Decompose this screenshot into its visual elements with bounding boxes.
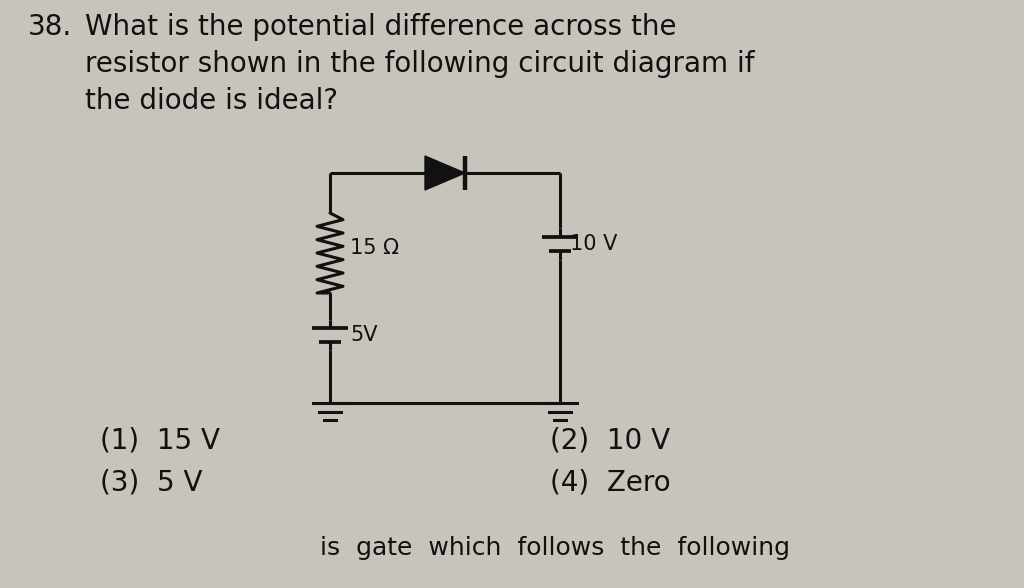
Text: 10 V: 10 V — [570, 234, 617, 254]
Text: 38.: 38. — [28, 13, 73, 41]
Text: (2)  10 V: (2) 10 V — [550, 426, 670, 454]
Text: What is the potential difference across the: What is the potential difference across … — [85, 13, 677, 41]
Text: 15 Ω: 15 Ω — [350, 238, 399, 258]
Text: the diode is ideal?: the diode is ideal? — [85, 87, 338, 115]
Text: (3)  5 V: (3) 5 V — [100, 468, 203, 496]
Text: is  gate  which  follows  the  following: is gate which follows the following — [319, 536, 790, 560]
Text: resistor shown in the following circuit diagram if: resistor shown in the following circuit … — [85, 50, 755, 78]
Text: (1)  15 V: (1) 15 V — [100, 426, 220, 454]
Polygon shape — [425, 156, 465, 190]
Text: 5V: 5V — [350, 325, 378, 345]
Text: (4)  Zero: (4) Zero — [550, 468, 671, 496]
